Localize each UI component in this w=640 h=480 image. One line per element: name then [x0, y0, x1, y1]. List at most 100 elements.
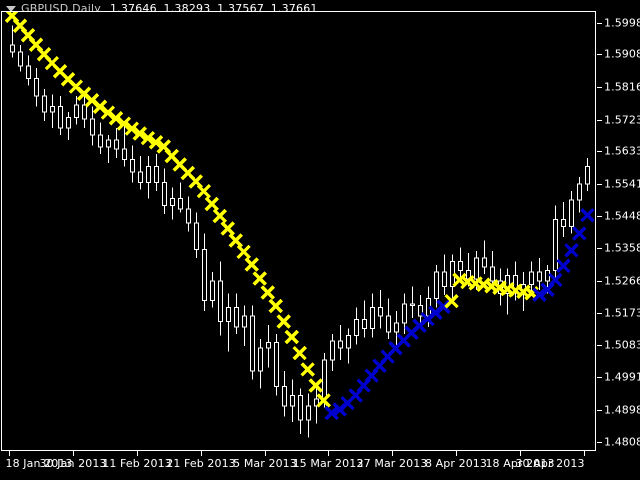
chart-plot-area[interactable]: [1, 11, 596, 451]
candle-body: [338, 340, 343, 349]
candle-body: [370, 306, 375, 330]
candle-body: [458, 261, 463, 271]
candle-body: [290, 394, 295, 407]
indicator-cross-marker: [532, 287, 547, 302]
candle-body: [322, 359, 327, 400]
date-label: 30 Jan 2013: [39, 457, 107, 470]
candle-body: [138, 171, 143, 183]
candle-body: [298, 394, 303, 421]
candle-body: [282, 386, 287, 407]
candle-body: [210, 280, 215, 301]
candle-body: [10, 44, 15, 53]
indicator-cross-marker: [276, 314, 291, 329]
date-tick: [73, 451, 74, 456]
date-label: 30 Apr 2013: [515, 457, 585, 470]
indicator-cross-marker: [580, 207, 595, 223]
candle-body: [34, 78, 39, 97]
candle-body: [354, 319, 359, 337]
candle-body: [50, 106, 55, 113]
candle-body: [130, 159, 135, 173]
candle-body: [266, 342, 271, 349]
indicator-cross-marker: [212, 208, 227, 224]
candle-body: [553, 218, 558, 271]
candle-body: [250, 315, 255, 372]
candle-body: [18, 51, 23, 67]
price-tick: [597, 410, 602, 411]
chart-canvas: [2, 12, 595, 450]
price-label: 1.57235: [604, 113, 640, 127]
indicator-cross-marker: [204, 196, 219, 212]
candle-body: [314, 398, 319, 407]
candle-body: [170, 197, 175, 206]
candle-body: [490, 266, 495, 282]
candle-body: [386, 315, 391, 333]
candle-body: [346, 335, 351, 349]
price-label: 1.55410: [604, 177, 640, 191]
price-label: 1.50835: [604, 338, 640, 352]
date-tick: [392, 451, 393, 456]
indicator-cross-marker: [308, 378, 323, 393]
candle-body: [122, 148, 127, 161]
candle-body: [561, 218, 566, 227]
indicator-cross-marker: [124, 121, 140, 136]
indicator-cross-marker: [148, 135, 164, 150]
price-tick: [597, 442, 602, 443]
candle-body: [114, 139, 119, 150]
candle-body: [577, 183, 582, 201]
price-tick: [597, 120, 602, 121]
date-label: 27 Mar 2013: [356, 457, 428, 470]
price-tick: [597, 87, 602, 88]
candle-body: [90, 118, 95, 136]
date-label: 18 Apr 2013: [485, 457, 555, 470]
candle-body: [362, 319, 367, 330]
candle-body: [234, 306, 239, 328]
indicator-cross-marker: [300, 362, 315, 377]
date-label: 5 Mar 2013: [233, 457, 297, 470]
candle-body: [274, 342, 279, 388]
indicator-cross-marker: [140, 130, 156, 146]
price-axis[interactable]: 1.59985 1.59085 1.58160 1.57235 1.56335 1.554…: [597, 11, 640, 451]
price-label: 1.52660: [604, 274, 640, 288]
date-label: 21 Feb 2013: [166, 457, 236, 470]
indicator-cross-marker: [292, 345, 307, 361]
indicator-cross-marker: [316, 393, 331, 408]
candle-body: [162, 181, 167, 206]
indicator-cross-marker: [284, 329, 299, 345]
candle-body: [218, 280, 223, 322]
price-label: 1.49910: [604, 370, 640, 384]
candle-body: [98, 134, 103, 148]
candle-body: [186, 208, 191, 224]
candle-body: [482, 257, 487, 268]
price-tick: [597, 377, 602, 378]
candle-body: [434, 271, 439, 300]
price-label: 1.48985: [604, 403, 640, 417]
indicator-cross-marker: [228, 233, 243, 248]
candle-body: [529, 271, 534, 286]
date-tick: [328, 451, 329, 456]
candle-body: [394, 322, 399, 333]
indicator-cross-marker: [548, 272, 563, 288]
candle-body: [58, 106, 63, 129]
candle-body: [378, 306, 383, 317]
date-axis[interactable]: 18 Jan 2013 30 Jan 2013 11 Feb 2013 21 Feb …: [1, 451, 597, 480]
price-tick: [597, 313, 602, 314]
indicator-cross-marker: [324, 405, 339, 421]
date-label: 8 Apr 2013: [424, 457, 488, 470]
candle-body: [585, 166, 590, 185]
date-tick: [137, 451, 138, 456]
date-label: 15 Mar 2013: [292, 457, 364, 470]
candle-body: [194, 222, 199, 250]
price-label: 1.59985: [604, 16, 640, 30]
indicator-cross-marker: [260, 285, 275, 300]
price-tick: [597, 248, 602, 249]
candle-body: [306, 405, 311, 421]
indicator-cross-marker: [444, 293, 459, 309]
indicator-cross-marker: [564, 243, 579, 258]
indicator-cross-marker: [132, 126, 148, 141]
candle-body: [242, 315, 247, 328]
candle-body: [402, 303, 407, 324]
price-label: 1.51735: [604, 306, 640, 320]
date-label: 18 Jan 2013: [5, 457, 73, 470]
date-tick: [201, 451, 202, 456]
triangle-down-icon[interactable]: [6, 5, 16, 12]
